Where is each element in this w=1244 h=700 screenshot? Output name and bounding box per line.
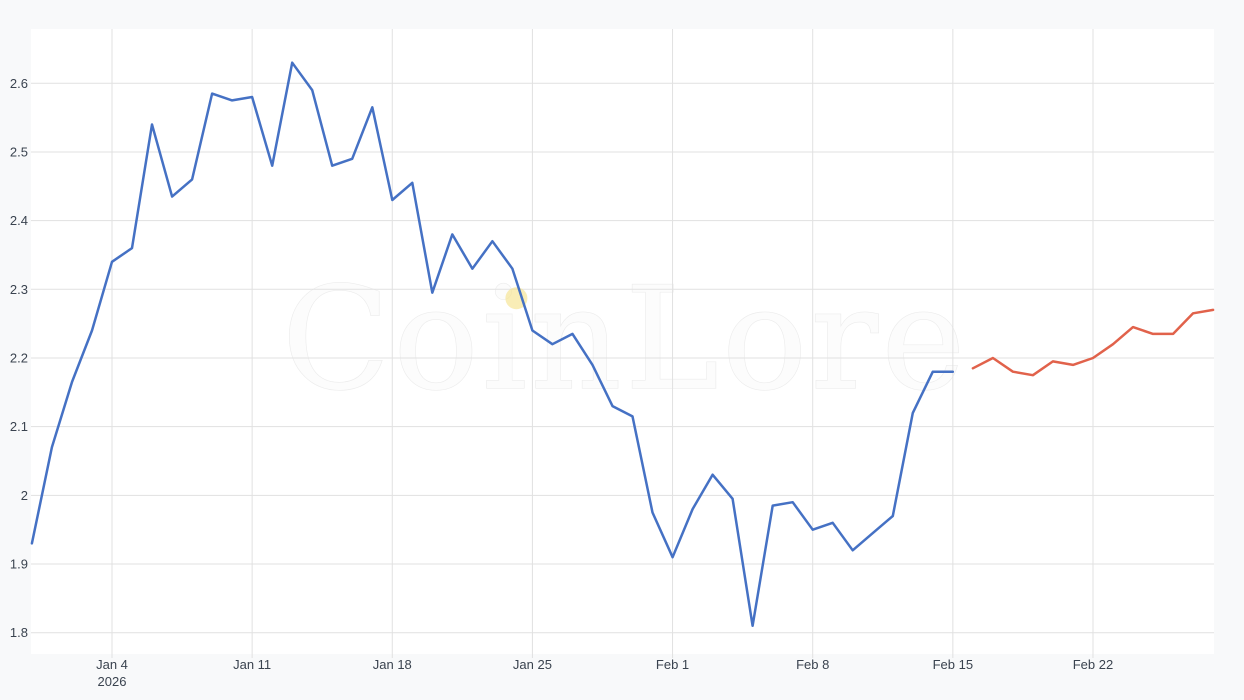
y-tick-label: 2.5 [10,144,28,159]
series-layer [30,61,1215,628]
y-tick-label: 2.1 [10,419,28,434]
grid-layer [31,29,1214,658]
x-tick-year-label: 2026 [98,674,127,689]
x-tick-label: Jan 4 [96,657,128,672]
x-tick-label: Jan 18 [373,657,412,672]
x-tick-label: Feb 8 [796,657,829,672]
y-tick-label: 2.6 [10,76,28,91]
y-tick-label: 2 [21,488,28,503]
y-tick-label: 1.8 [10,625,28,640]
axis-label-layer: 1.8 1.9 2 2.1 2.2 2.3 2.4 2.5 2.6 Jan 4 2026 Jan 11… [10,76,1113,689]
y-tick-label: 2.3 [10,282,28,297]
x-tick-label: Feb 15 [933,657,973,672]
y-tick-label: 2.2 [10,350,28,365]
historical-price-line [30,61,955,628]
highlight-marker [505,287,528,310]
forecast-price-line [971,308,1215,377]
plot-area[interactable] [31,29,1214,654]
y-tick-label: 2.4 [10,213,28,228]
y-tick-label: 1.9 [10,557,28,572]
x-tick-label: Feb 1 [656,657,689,672]
x-tick-label: Jan 25 [513,657,552,672]
x-tick-label: Feb 22 [1073,657,1113,672]
x-tick-label: Jan 11 [233,657,271,672]
coinlore-watermark: CoinLore [282,257,969,422]
